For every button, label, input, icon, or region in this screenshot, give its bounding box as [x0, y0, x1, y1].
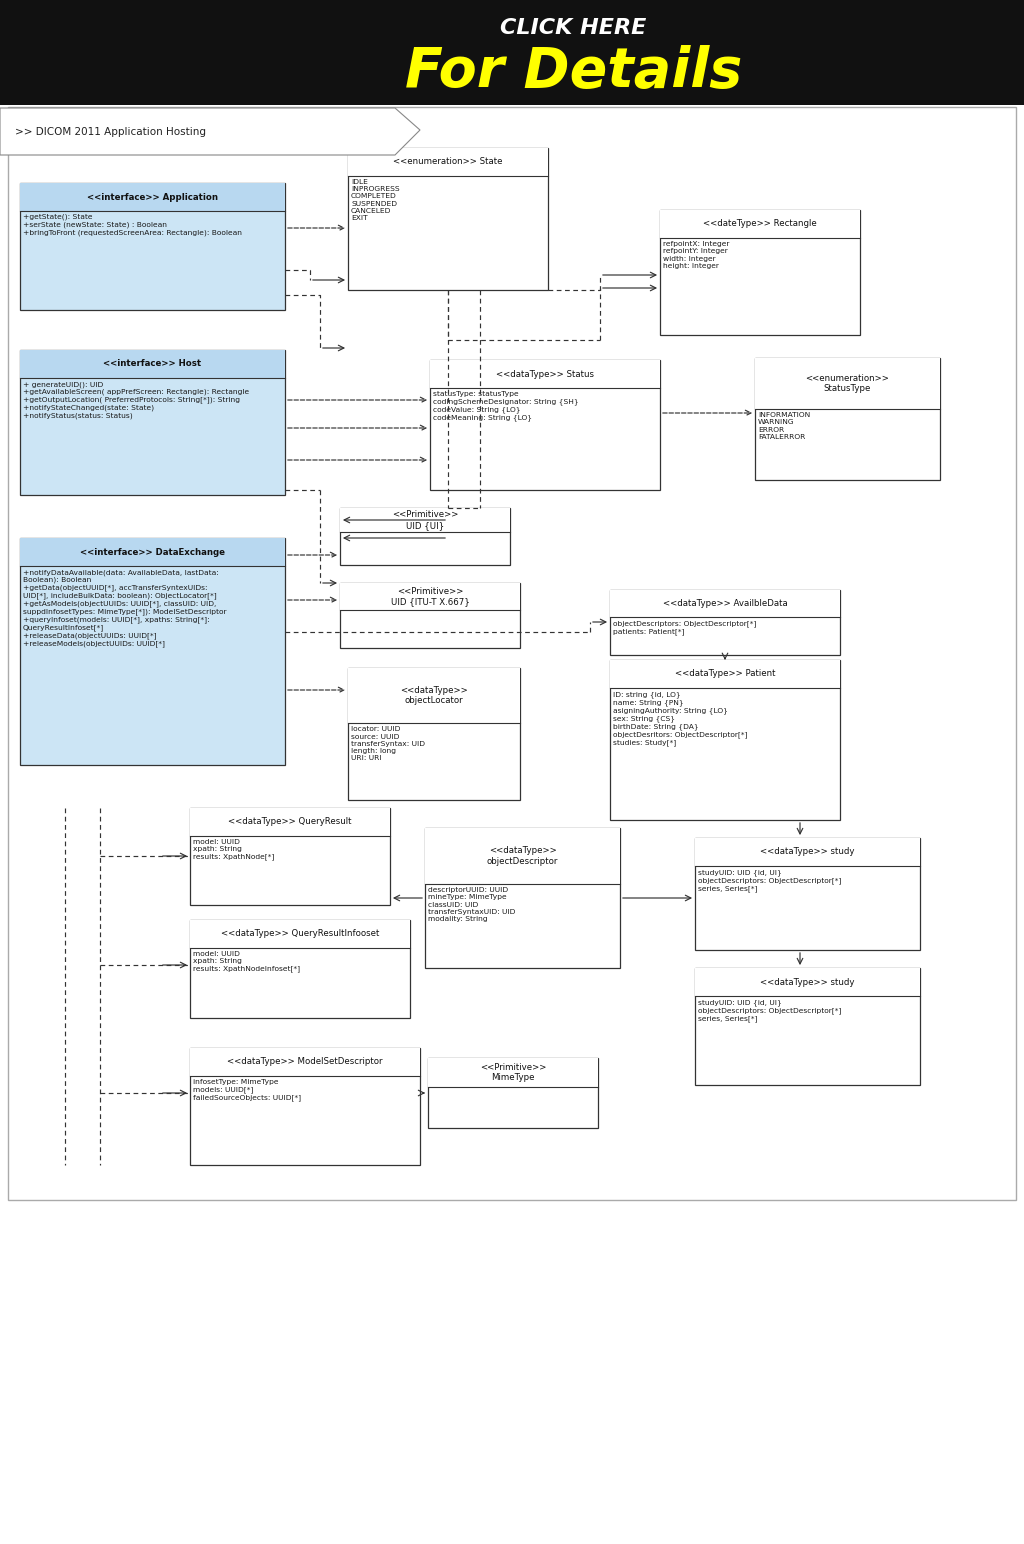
- Bar: [348, 148, 548, 176]
- Text: studyUID: UID {id, UI}
objectDescriptors: ObjectDescriptor[*]
series, Series[*]: studyUID: UID {id, UI} objectDescriptors…: [698, 869, 842, 892]
- Text: <<dataType>> QueryResult: <<dataType>> QueryResult: [228, 817, 352, 826]
- Bar: [190, 920, 410, 948]
- Bar: [428, 1058, 598, 1087]
- Bar: [755, 358, 940, 409]
- Bar: [340, 508, 510, 565]
- Text: + generateUID(): UID
+getAvailableScreen( appPrefScreen: Rectangle): Rectangle
+: + generateUID(): UID +getAvailableScreen…: [23, 381, 249, 418]
- Bar: [340, 508, 510, 533]
- Bar: [340, 584, 520, 648]
- Bar: [430, 360, 660, 489]
- Bar: [610, 659, 840, 820]
- Text: infosetType: MimeType
models: UUID[*]
failedSourceObjects: UUID[*]: infosetType: MimeType models: UUID[*] fa…: [193, 1079, 301, 1101]
- Bar: [20, 350, 285, 496]
- Text: >> DICOM 2011 Application Hosting: >> DICOM 2011 Application Hosting: [15, 127, 206, 137]
- Bar: [610, 659, 840, 689]
- Text: <<dateType>> Rectangle: <<dateType>> Rectangle: [703, 219, 817, 229]
- Bar: [348, 669, 520, 724]
- Bar: [190, 920, 410, 1017]
- Text: <<Primitive>>
UID {ITU-T X.667}: <<Primitive>> UID {ITU-T X.667}: [390, 587, 469, 607]
- Text: refpointX: Integer
refpointY: Integer
width: Integer
height: Integer: refpointX: Integer refpointY: Integer wi…: [663, 241, 729, 269]
- Bar: [190, 1048, 420, 1076]
- Bar: [340, 584, 520, 610]
- Text: <<dataType>>
objectLocator: <<dataType>> objectLocator: [400, 686, 468, 706]
- Text: +getState(): State
+serState (newState: State) : Boolean
+bringToFront (requeste: +getState(): State +serState (newState: …: [23, 215, 242, 236]
- Bar: [20, 537, 285, 764]
- Bar: [695, 968, 920, 1085]
- Text: <<dataType>>
objectDescriptor: <<dataType>> objectDescriptor: [486, 846, 558, 866]
- Bar: [425, 828, 620, 885]
- Bar: [430, 360, 660, 388]
- Text: ID: string {id, LO}
name: String {PN}
asigningAuthority: String {LO}
sex: String: ID: string {id, LO} name: String {PN} as…: [613, 692, 748, 746]
- Text: CLICK HERE: CLICK HERE: [501, 19, 646, 39]
- Bar: [610, 590, 840, 655]
- Text: <<dataType>> study: <<dataType>> study: [760, 848, 855, 857]
- Bar: [660, 210, 860, 335]
- Bar: [695, 838, 920, 950]
- Text: model: UUID
xpath: String
results: XpathNodeInfoset[*]: model: UUID xpath: String results: Xpath…: [193, 951, 300, 973]
- Text: INFORMATION
WARNING
ERROR
FATALERROR: INFORMATION WARNING ERROR FATALERROR: [758, 412, 810, 440]
- Text: For Details: For Details: [404, 45, 742, 99]
- Text: <<dataType>> study: <<dataType>> study: [760, 977, 855, 987]
- Bar: [190, 1048, 420, 1166]
- Bar: [755, 358, 940, 480]
- Bar: [348, 148, 548, 290]
- Text: <<dataType>> Patient: <<dataType>> Patient: [675, 670, 775, 678]
- Text: <<interface>> DataExchange: <<interface>> DataExchange: [80, 548, 225, 556]
- Bar: [695, 838, 920, 866]
- Bar: [0, 0, 1024, 105]
- Bar: [20, 537, 285, 567]
- Text: IDLE
INPROGRESS
COMPLETED
SUSPENDED
CANCELED
EXIT: IDLE INPROGRESS COMPLETED SUSPENDED CANC…: [351, 179, 399, 221]
- Bar: [190, 808, 390, 835]
- Bar: [8, 107, 1016, 1200]
- Text: statusType: statusType
codingSchemeDesignator: String {SH}
codeValue: String {LO: statusType: statusType codingSchemeDesig…: [433, 391, 579, 422]
- Text: <<dataType>> Status: <<dataType>> Status: [496, 369, 594, 378]
- Bar: [20, 350, 285, 378]
- Bar: [428, 1058, 598, 1129]
- Text: <<dataType>> AvailbleData: <<dataType>> AvailbleData: [663, 599, 787, 608]
- Text: model: UUID
xpath: String
results: XpathNode[*]: model: UUID xpath: String results: Xpath…: [193, 838, 274, 860]
- Polygon shape: [0, 108, 420, 154]
- Text: studyUID: UID {id, UI}
objectDescriptors: ObjectDescriptor[*]
series, Series[*]: studyUID: UID {id, UI} objectDescriptors…: [698, 999, 842, 1022]
- Text: <<dataType>> ModelSetDescriptor: <<dataType>> ModelSetDescriptor: [227, 1058, 383, 1067]
- Text: <<interface>> Application: <<interface>> Application: [87, 193, 218, 202]
- Text: +notifyDataAvailable(data: AvailableData, lastData:
Boolean): Boolean
+getData(o: +notifyDataAvailable(data: AvailableData…: [23, 570, 226, 647]
- Text: <<Primitive>>
MimeType: <<Primitive>> MimeType: [480, 1062, 546, 1082]
- Bar: [695, 968, 920, 996]
- Text: <<dataType>> QueryResultInfooset: <<dataType>> QueryResultInfooset: [221, 929, 379, 939]
- Text: <<enumeration>> State: <<enumeration>> State: [393, 157, 503, 167]
- Text: <<enumeration>>
StatusType: <<enumeration>> StatusType: [806, 374, 890, 394]
- Text: descriptorUUID: UUID
mineType: MimeType
classUID: UID
transferSyntaxUID: UID
mod: descriptorUUID: UUID mineType: MimeType …: [428, 886, 515, 922]
- Bar: [20, 184, 285, 212]
- Text: objectDescriptors: ObjectDescriptor[*]
patients: Patient[*]: objectDescriptors: ObjectDescriptor[*] p…: [613, 621, 757, 635]
- Text: <<Primitive>>
UID {UI}: <<Primitive>> UID {UI}: [392, 510, 458, 530]
- Bar: [20, 184, 285, 310]
- Bar: [610, 590, 840, 618]
- Bar: [190, 808, 390, 905]
- Bar: [660, 210, 860, 238]
- Bar: [348, 669, 520, 800]
- Text: locator: UUID
source: UUID
transferSyntax: UID
length: long
URI: URI: locator: UUID source: UUID transferSynta…: [351, 726, 425, 761]
- Text: <<interface>> Host: <<interface>> Host: [103, 360, 202, 369]
- Bar: [425, 828, 620, 968]
